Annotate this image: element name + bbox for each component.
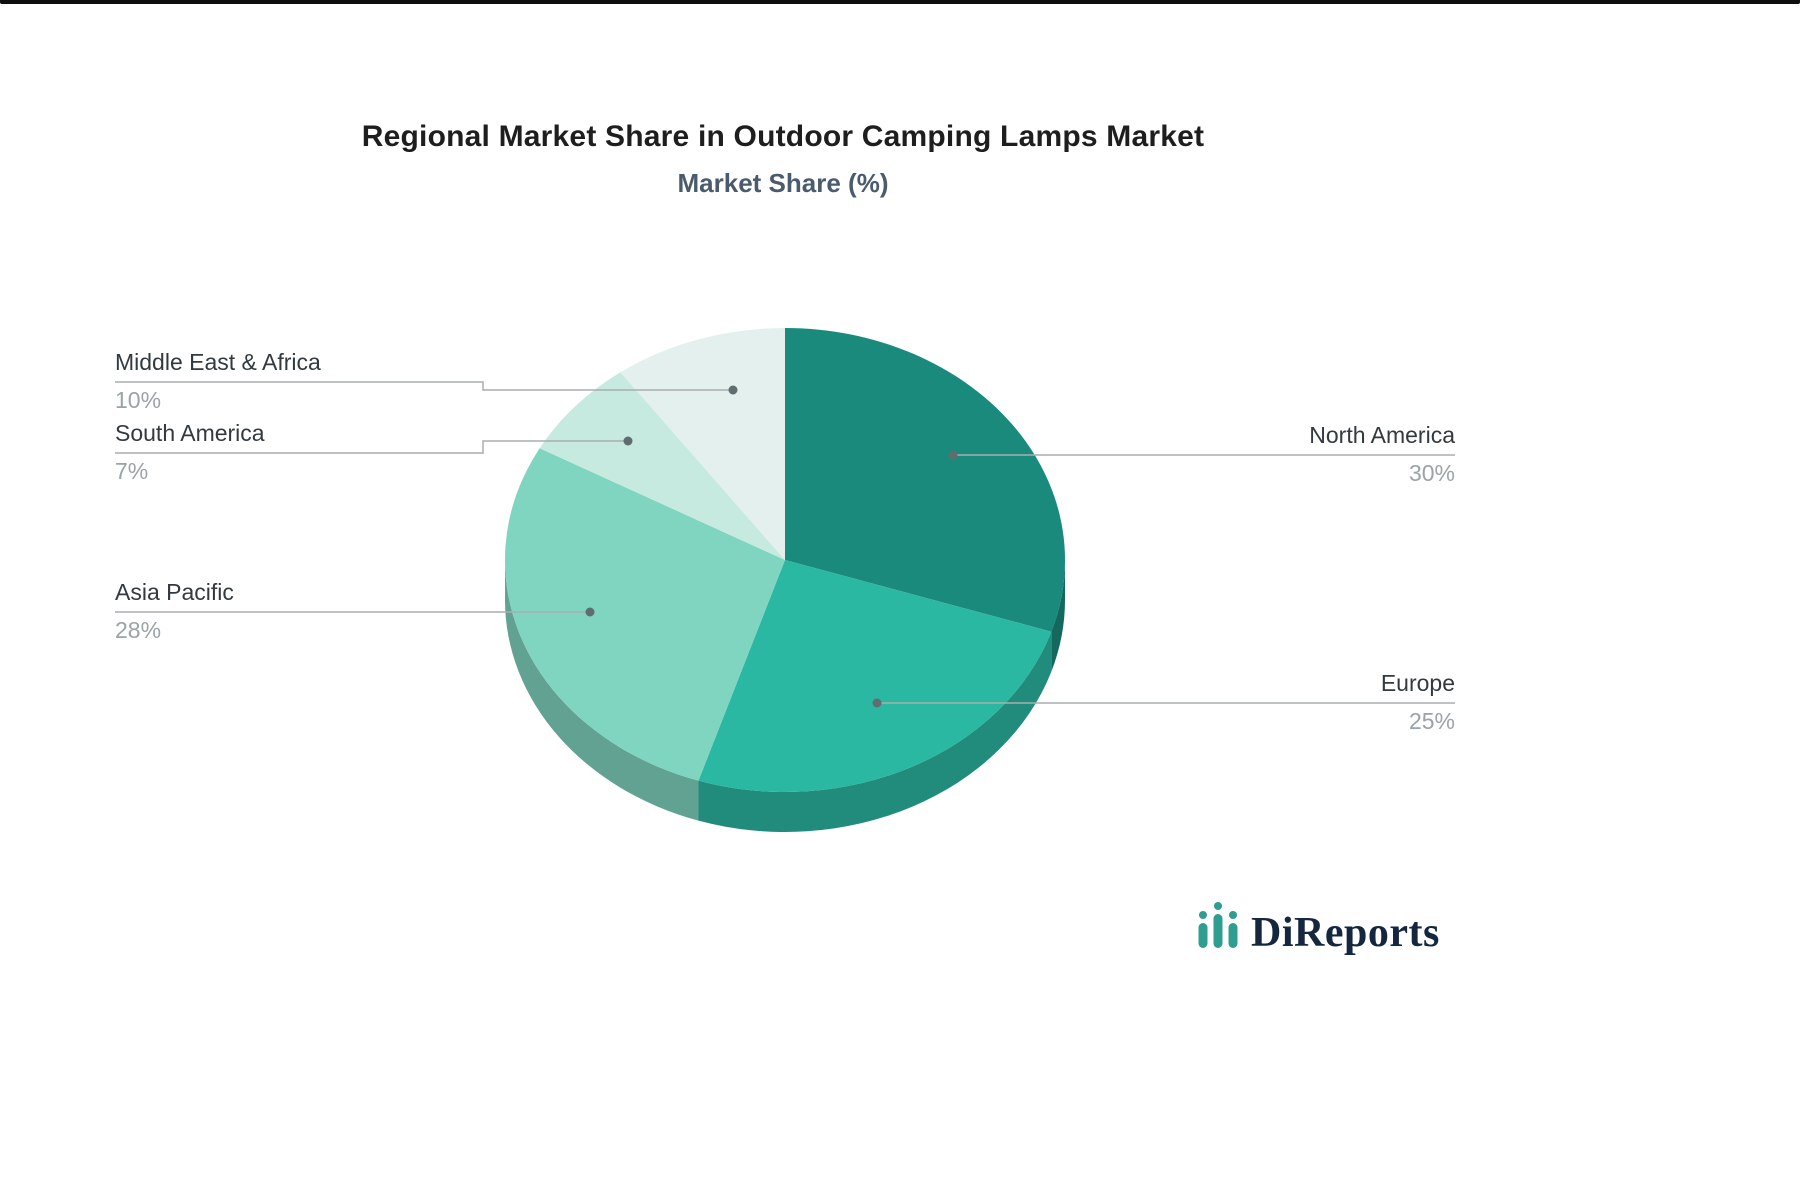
pie-value-asia-pacific: 28% <box>115 617 162 643</box>
leader-dot-south-america <box>623 436 633 446</box>
pie-slice-side-asia-pacific <box>505 560 699 821</box>
pie-slice-north-america[interactable] <box>785 328 1066 632</box>
leader-line-south-america <box>115 440 628 454</box>
pie-value-south-america: 7% <box>115 458 149 484</box>
pie-value-north-america: 30% <box>1408 460 1455 486</box>
pie-slice-europe[interactable] <box>698 560 1052 793</box>
screenshot-top-border <box>0 0 1800 4</box>
pie-slice-side-north-america <box>1051 560 1065 672</box>
chart-title: Regional Market Share in Outdoor Camping… <box>361 120 1205 153</box>
pie-label-europe: Europe <box>1380 670 1455 696</box>
pie-label-south-america: South America <box>115 420 265 446</box>
pie-value-middle-east-africa: 10% <box>115 387 162 413</box>
chart-subtitle: Market Share (%) <box>677 168 889 198</box>
pie-label-asia-pacific: Asia Pacific <box>115 579 234 605</box>
pie-3d-sides <box>505 560 1065 833</box>
pie-value-europe: 25% <box>1408 708 1455 734</box>
pie-label-middle-east-africa: Middle East & Africa <box>115 349 321 375</box>
direports-logo[interactable]: DiReports <box>1196 900 1440 954</box>
leader-line-middle-east-africa <box>115 381 733 391</box>
pie-slice-side-europe <box>698 631 1052 833</box>
pie-slice-asia-pacific[interactable] <box>504 448 785 781</box>
direports-logo-text: DiReports <box>1251 910 1440 956</box>
pie-slice-middle-east-africa[interactable] <box>620 328 785 560</box>
leader-dot-middle-east-africa <box>728 385 738 395</box>
pie-slices <box>504 328 1066 793</box>
leader-dot-asia-pacific <box>585 607 595 617</box>
leader-lines <box>115 381 1455 708</box>
pie-label-north-america: North America <box>1309 422 1455 448</box>
pie-slice-south-america[interactable] <box>539 372 785 560</box>
leader-dot-europe <box>872 698 882 708</box>
leader-dot-north-america <box>948 450 958 460</box>
direports-logo-icon <box>1198 902 1238 948</box>
